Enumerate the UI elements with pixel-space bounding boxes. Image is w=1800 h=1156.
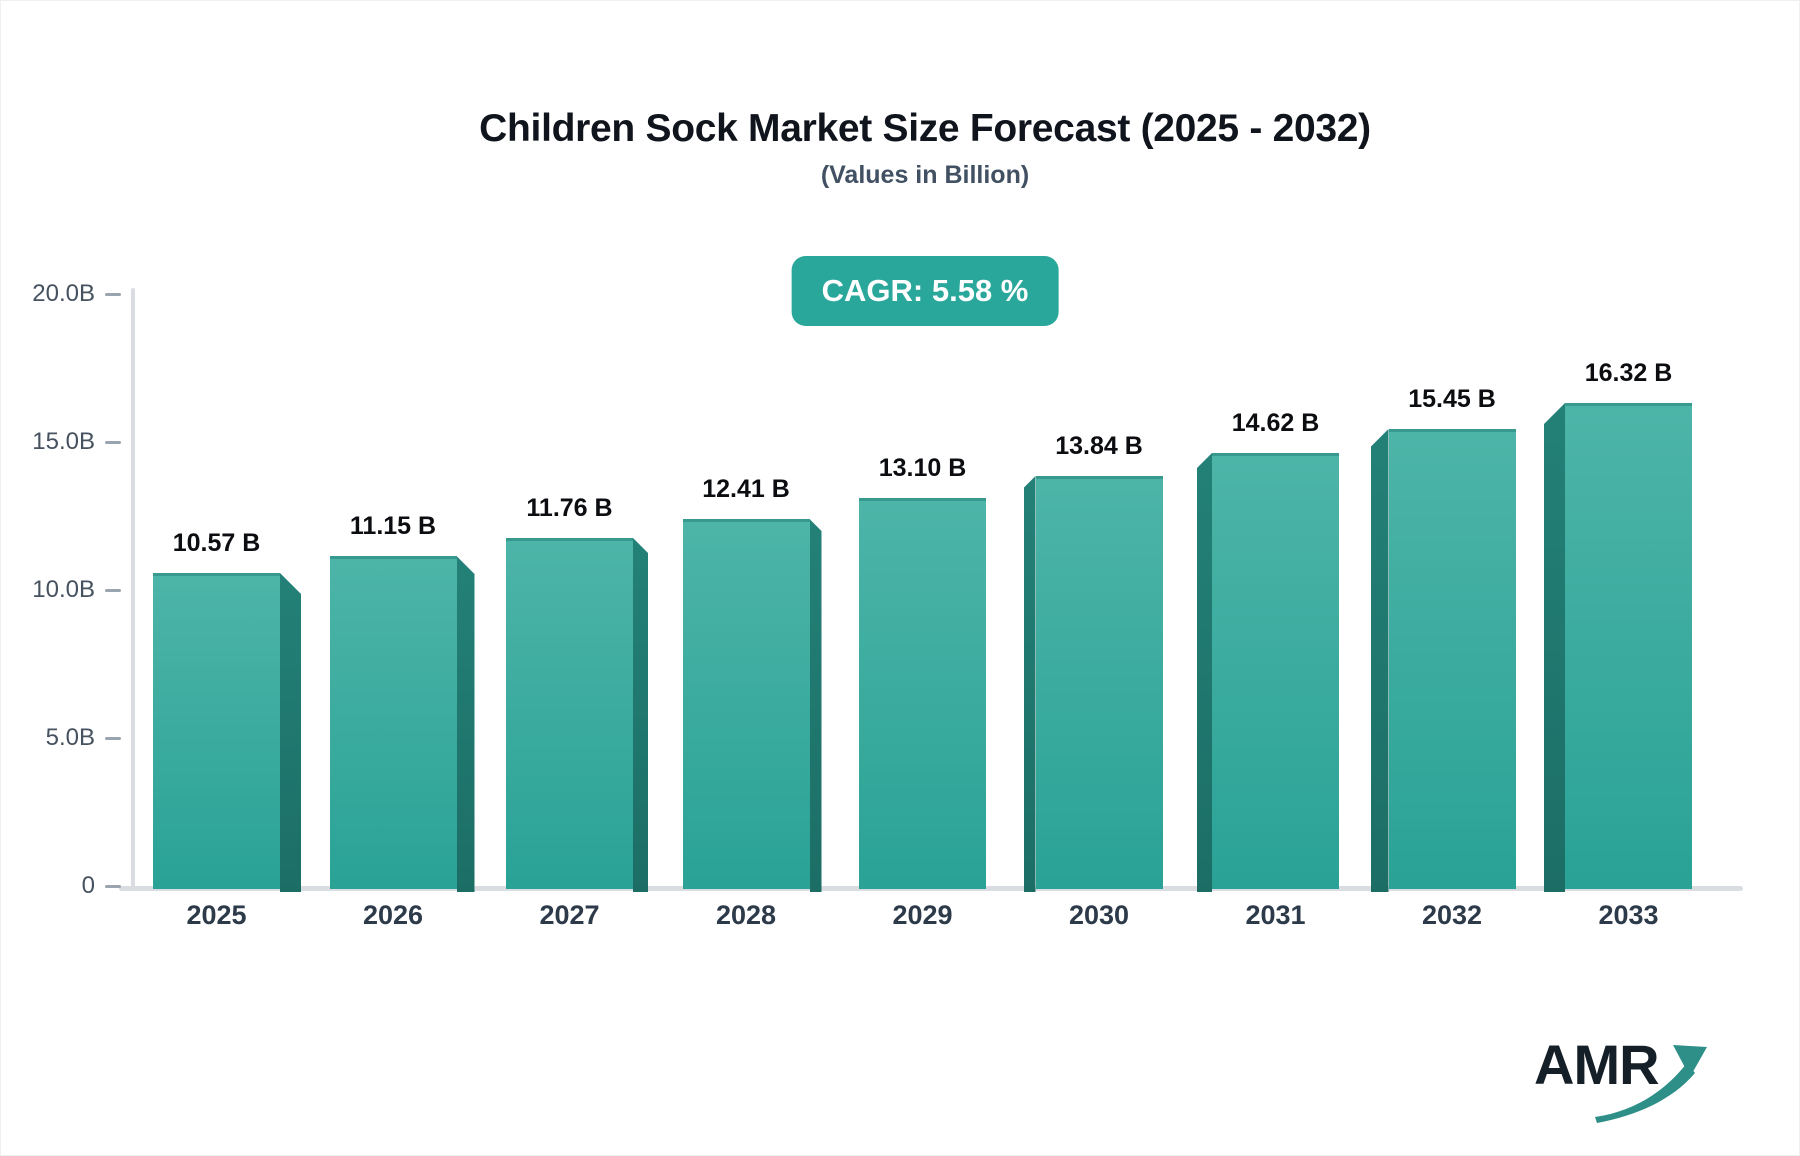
bar <box>329 556 457 889</box>
bar-value-label: 14.62 B <box>1231 409 1320 437</box>
bar-side-face <box>1023 476 1036 892</box>
x-axis-category-label: 2031 <box>1245 900 1306 930</box>
bar-side-face <box>809 519 822 892</box>
bar-value-label: 13.84 B <box>1055 432 1143 460</box>
bar-value-label: 13.10 B <box>878 454 967 482</box>
y-axis-tick-label: 10.0B <box>32 576 95 603</box>
bar-value-label: 12.41 B <box>702 475 790 503</box>
y-axis-tick-label: 5.0B <box>45 724 95 751</box>
y-axis-tick-mark <box>105 292 121 296</box>
bar-value-label: 16.32 B <box>1584 359 1673 387</box>
amr-logo-text: AMR <box>1534 1033 1660 1096</box>
y-axis-line <box>131 288 135 889</box>
y-axis-tick-mark <box>105 440 121 444</box>
chart-subtitle: (Values in Billion) <box>820 161 1030 189</box>
y-axis-tick-label: 0 <box>81 872 95 899</box>
bar-value-label: 11.15 B <box>349 512 437 540</box>
bar-side-face <box>1370 429 1389 892</box>
y-axis-tick-mark <box>105 588 121 592</box>
x-axis-category-label: 2028 <box>715 900 777 930</box>
bar <box>1212 453 1339 889</box>
bar-value-label: 10.57 B <box>172 529 261 557</box>
y-axis-tick-mark <box>105 736 121 740</box>
y-axis-tick-mark <box>105 884 121 888</box>
bar <box>506 538 633 889</box>
x-axis-category-label: 2029 <box>892 900 953 930</box>
bar <box>682 519 810 889</box>
bar-side-face <box>1197 453 1212 892</box>
x-axis-category-label: 2026 <box>362 900 424 930</box>
bar <box>1388 429 1516 889</box>
x-axis-category-label: 2033 <box>1598 900 1659 930</box>
bar-value-label: 15.45 B <box>1408 385 1496 413</box>
chart-title: Children Sock Market Size Forecast (2025… <box>479 107 1371 150</box>
bar <box>153 573 280 889</box>
x-axis-category-label: 2027 <box>539 900 600 930</box>
x-axis-category-label: 2030 <box>1068 900 1130 930</box>
bar <box>859 498 986 889</box>
cagr-badge: CAGR: 5.58 % <box>791 256 1059 326</box>
bar <box>1565 403 1692 889</box>
bar-side-face <box>456 556 475 892</box>
x-axis-category-label: 2025 <box>186 900 247 930</box>
bar <box>1035 476 1163 889</box>
y-axis-tick-label: 20.0B <box>32 280 95 307</box>
x-axis-category-label: 2032 <box>1421 900 1483 930</box>
bar-side-face <box>280 573 301 892</box>
bar-side-face <box>1544 403 1565 892</box>
amr-logo: AMR <box>1534 1035 1734 1135</box>
y-axis-tick-label: 15.0B <box>32 428 95 455</box>
bar-value-label: 11.76 B <box>526 494 613 522</box>
growth-arrow-icon <box>1595 1045 1707 1123</box>
bar-side-face <box>633 538 648 892</box>
